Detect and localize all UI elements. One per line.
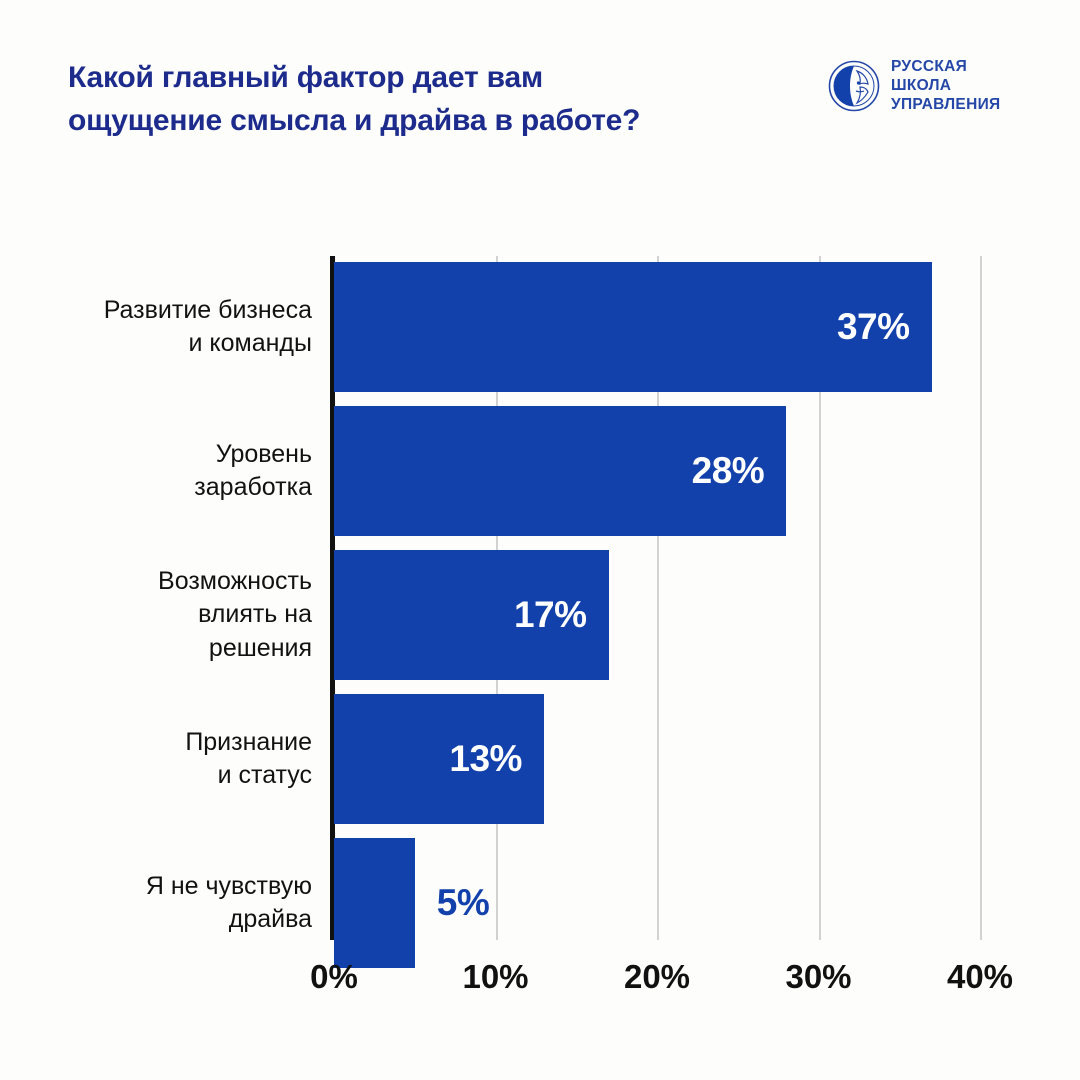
gridline-40: [980, 256, 982, 940]
bar-value-label: 28%: [691, 450, 765, 491]
category-label: Я не чувствую драйва: [145, 871, 312, 933]
gridline-20: [657, 256, 659, 940]
category-label: Развитие бизнеса и команды: [103, 295, 312, 357]
logo-line-2: ШКОЛА: [891, 76, 952, 94]
brand-logo: РУССКАЯ ШКОЛА УПРАВЛЕНИЯ: [827, 58, 1000, 115]
bar[interactable]: [334, 694, 544, 824]
category-label: Признание и статус: [185, 727, 312, 789]
x-tick-label: 30%: [785, 958, 852, 995]
bar-value-label: 17%: [513, 594, 587, 635]
bar[interactable]: [334, 550, 609, 680]
bar-row: Уровень заработка 28%: [0, 406, 1080, 536]
logo-line-1: РУССКАЯ: [891, 58, 968, 75]
category-label: Возможность влиять на решения: [158, 567, 312, 662]
bar-row: Я не чувствую драйва 5%: [0, 838, 1080, 968]
bar-value-label: 37%: [836, 306, 910, 347]
x-axis: 0% 10% 20% 30% 40%: [0, 958, 1080, 1018]
bar-row: Возможность влиять на решения 17%: [0, 550, 1080, 680]
page-title: Какой главный фактор дает вам ощущение с…: [68, 57, 708, 143]
bar-row: Развитие бизнеса и команды 37%: [0, 262, 1080, 392]
y-axis-line: [330, 256, 335, 940]
x-tick-label: 10%: [462, 958, 529, 995]
bar-value-label: 5%: [436, 882, 490, 923]
x-tick-label: 40%: [946, 958, 1014, 995]
title-line-1: Какой главный фактор дает вам: [68, 61, 543, 94]
bar-row: Признание и статус 13%: [0, 694, 1080, 824]
bar-value-label: 13%: [449, 738, 522, 779]
brand-logo-text: РУССКАЯ ШКОЛА УПРАВЛЕНИЯ: [891, 58, 1000, 115]
gridline-30: [818, 256, 821, 940]
header: Какой главный фактор дает вам ощущение с…: [0, 0, 1080, 170]
logo-line-3: УПРАВЛЕНИЯ: [891, 95, 1001, 113]
bar[interactable]: [334, 838, 415, 968]
globe-lion-emblem-icon: [827, 59, 881, 113]
x-tick-label: 0%: [310, 958, 358, 995]
title-line-2: ощущение смысла и драйва в работе?: [68, 103, 641, 137]
bar[interactable]: [334, 262, 932, 392]
category-label: Уровень заработка: [194, 439, 312, 501]
x-tick-label: 20%: [623, 958, 691, 995]
bar[interactable]: [334, 406, 787, 536]
